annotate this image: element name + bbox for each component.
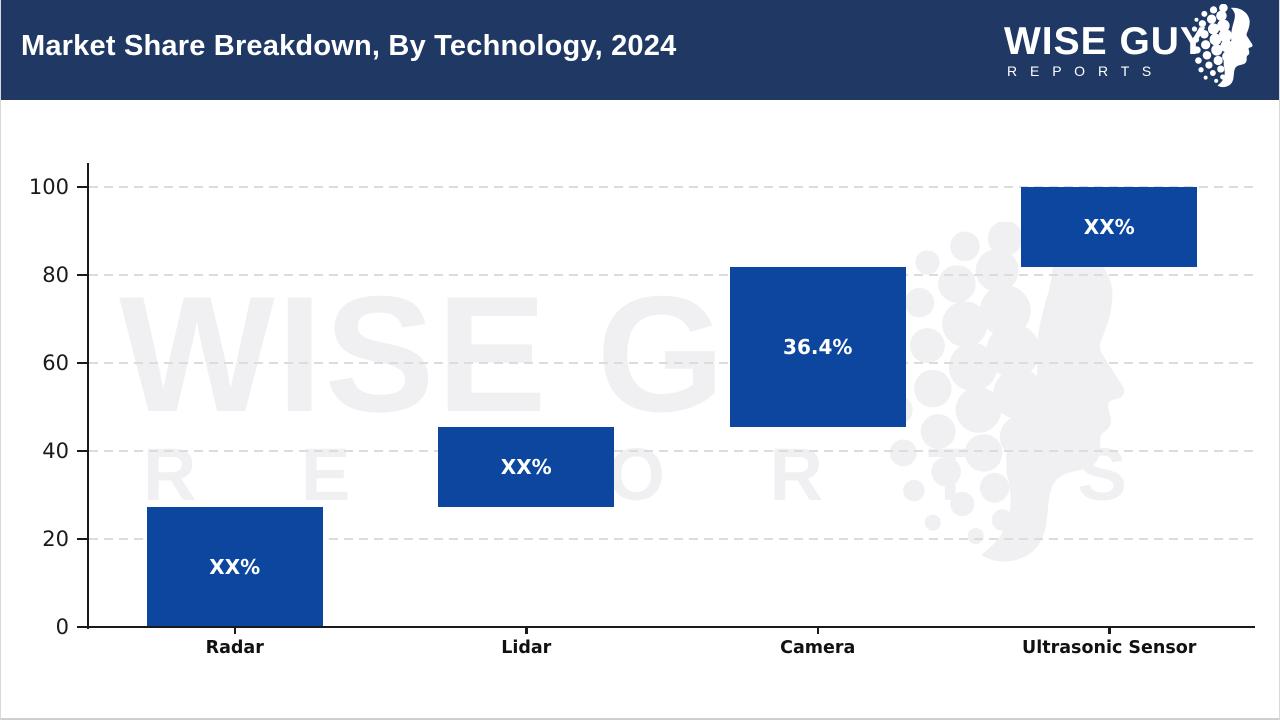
wise-guy-reports-logo: WISE GUY R E P O R T S <box>1004 4 1275 96</box>
bar-value-label: XX% <box>1083 214 1135 239</box>
y-tick-mark <box>77 449 87 453</box>
y-tick-mark <box>77 273 87 277</box>
y-tick-mark <box>77 361 87 365</box>
x-tick-mark <box>525 627 528 634</box>
x-axis-line <box>86 625 1255 628</box>
bar-value-label: XX% <box>500 454 552 479</box>
x-category-label: Camera <box>780 638 856 658</box>
bar-value-label: 36.4% <box>783 334 853 359</box>
x-tick-mark <box>1108 627 1111 634</box>
y-tick-mark <box>77 185 87 189</box>
x-category-label: Ultrasonic Sensor <box>1022 638 1197 658</box>
bar-camera: 36.4% <box>729 266 906 427</box>
x-category-label: Radar <box>205 638 264 658</box>
grid-line <box>89 274 1255 276</box>
grid-line <box>89 450 1255 452</box>
bar-ultrasonic-sensor: XX% <box>1021 187 1198 267</box>
y-tick-mark <box>77 537 87 541</box>
y-tick-label: 40 <box>42 439 69 463</box>
bar-value-label: XX% <box>209 554 261 579</box>
grid-line <box>89 186 1255 188</box>
grid-line <box>89 362 1255 364</box>
y-tick-label: 60 <box>42 351 69 375</box>
y-axis-line <box>86 162 89 630</box>
header-banner: Market Share Breakdown, By Technology, 2… <box>1 0 1279 100</box>
x-tick-mark <box>816 627 819 634</box>
bar-radar: XX% <box>146 506 323 627</box>
x-category-label: Lidar <box>501 638 552 658</box>
logo-wordmark: WISE GUY <box>1003 19 1207 63</box>
y-tick-label: 20 <box>42 527 69 551</box>
y-tick-mark <box>77 625 87 629</box>
x-tick-mark <box>233 627 236 634</box>
chart-title: Market Share Breakdown, By Technology, 2… <box>21 29 677 62</box>
y-tick-label: 100 <box>28 175 69 199</box>
grid-line <box>89 538 1255 540</box>
y-tick-label: 0 <box>55 615 69 639</box>
y-tick-label: 80 <box>42 263 69 287</box>
watermark-wordmark: WISE GU <box>119 262 849 446</box>
logo-subtext: R E P O R T S <box>1006 62 1156 79</box>
bar-lidar: XX% <box>438 426 615 507</box>
logo-text: WISE GUY R E P O R T S <box>1004 22 1207 79</box>
